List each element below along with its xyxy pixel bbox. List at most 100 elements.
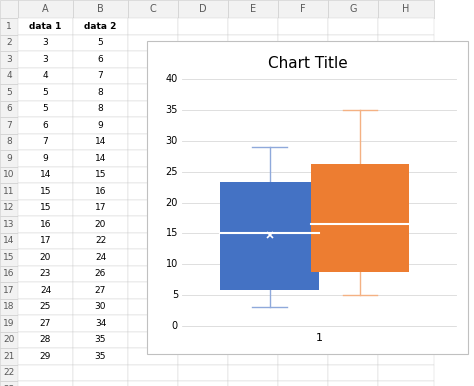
- Bar: [328, 117, 378, 134]
- Bar: [128, 200, 178, 216]
- Text: 10: 10: [166, 259, 178, 269]
- Bar: [278, 18, 328, 34]
- Text: 24: 24: [40, 286, 51, 295]
- Bar: [178, 84, 228, 100]
- Bar: [128, 134, 178, 150]
- Bar: [0, 315, 18, 332]
- Bar: [328, 216, 378, 232]
- Bar: [328, 183, 378, 200]
- Bar: [278, 150, 328, 166]
- Bar: [18, 134, 73, 150]
- Text: 3: 3: [43, 55, 48, 64]
- Bar: [228, 298, 278, 315]
- Bar: [128, 282, 178, 298]
- Bar: [378, 298, 434, 315]
- Text: 22: 22: [3, 368, 15, 377]
- Text: B: B: [97, 4, 104, 14]
- Text: 16: 16: [40, 220, 51, 229]
- Bar: [228, 216, 278, 232]
- Bar: [178, 364, 228, 381]
- Bar: [73, 166, 128, 183]
- Bar: [73, 332, 128, 348]
- Text: D: D: [199, 4, 207, 14]
- Bar: [228, 183, 278, 200]
- Bar: [378, 282, 434, 298]
- Text: 29: 29: [40, 352, 51, 361]
- Bar: [328, 18, 378, 34]
- Bar: [220, 183, 319, 291]
- Text: 16: 16: [95, 187, 106, 196]
- Bar: [228, 100, 278, 117]
- Text: 12: 12: [3, 203, 15, 212]
- Text: 11: 11: [3, 187, 15, 196]
- Bar: [178, 68, 228, 84]
- Bar: [0, 364, 18, 381]
- Bar: [378, 200, 434, 216]
- Bar: [73, 84, 128, 100]
- Text: 14: 14: [3, 236, 15, 245]
- Text: G: G: [349, 4, 357, 14]
- Text: 7: 7: [43, 137, 48, 146]
- Bar: [328, 166, 378, 183]
- Text: C: C: [150, 4, 156, 14]
- Text: 35: 35: [165, 105, 178, 115]
- Bar: [73, 51, 128, 68]
- Bar: [18, 266, 73, 282]
- Text: 21: 21: [3, 352, 15, 361]
- Bar: [328, 34, 378, 51]
- Text: 17: 17: [3, 286, 15, 295]
- Bar: [378, 51, 434, 68]
- Bar: [178, 100, 228, 117]
- Bar: [128, 216, 178, 232]
- Text: 14: 14: [95, 137, 106, 146]
- Text: F: F: [300, 4, 306, 14]
- Bar: [0, 51, 18, 68]
- Bar: [228, 332, 278, 348]
- Bar: [278, 282, 328, 298]
- Bar: [178, 315, 228, 332]
- Bar: [73, 315, 128, 332]
- Bar: [228, 68, 278, 84]
- Bar: [18, 166, 73, 183]
- Bar: [178, 348, 228, 364]
- Bar: [328, 364, 378, 381]
- Bar: [128, 315, 178, 332]
- Bar: [0, 100, 18, 117]
- Text: 16: 16: [3, 269, 15, 278]
- Bar: [73, 298, 128, 315]
- Bar: [328, 232, 378, 249]
- Bar: [378, 166, 434, 183]
- Bar: [0, 232, 18, 249]
- Bar: [0, 200, 18, 216]
- Bar: [128, 298, 178, 315]
- Text: 8: 8: [6, 137, 12, 146]
- Bar: [228, 166, 278, 183]
- Text: 3: 3: [43, 38, 48, 47]
- Text: 1: 1: [6, 22, 12, 31]
- Bar: [278, 364, 328, 381]
- Bar: [328, 200, 378, 216]
- Bar: [328, 282, 378, 298]
- Text: 23: 23: [3, 385, 15, 386]
- Bar: [128, 18, 178, 34]
- Bar: [0, 18, 18, 34]
- Text: 6: 6: [98, 55, 103, 64]
- Text: 35: 35: [95, 335, 106, 344]
- Bar: [0, 84, 18, 100]
- Bar: [278, 183, 328, 200]
- Text: 6: 6: [6, 104, 12, 113]
- Bar: [278, 200, 328, 216]
- Bar: [228, 381, 278, 386]
- Text: 5: 5: [43, 104, 48, 113]
- Text: 19: 19: [3, 319, 15, 328]
- Bar: [328, 381, 378, 386]
- Bar: [0, 282, 18, 298]
- Bar: [18, 84, 73, 100]
- Bar: [328, 68, 378, 84]
- Bar: [278, 298, 328, 315]
- Bar: [178, 117, 228, 134]
- Bar: [228, 282, 278, 298]
- Text: 25: 25: [165, 167, 178, 177]
- Text: 8: 8: [98, 104, 103, 113]
- Bar: [328, 134, 378, 150]
